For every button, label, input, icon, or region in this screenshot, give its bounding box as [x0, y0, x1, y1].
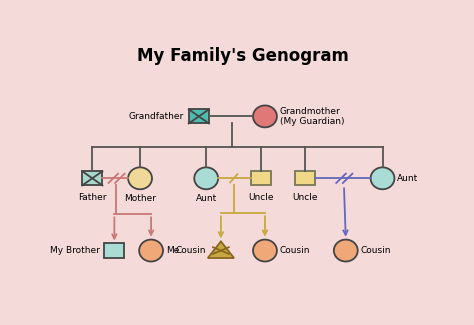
Text: Grandfather: Grandfather — [129, 112, 184, 121]
Ellipse shape — [194, 167, 218, 189]
Text: Cousin: Cousin — [280, 246, 310, 255]
Ellipse shape — [334, 240, 358, 262]
Bar — [189, 109, 209, 124]
Ellipse shape — [253, 105, 277, 127]
Bar — [251, 171, 272, 185]
Text: Uncle: Uncle — [248, 192, 274, 202]
Polygon shape — [208, 241, 234, 258]
Text: Cousin: Cousin — [176, 246, 206, 255]
Text: Uncle: Uncle — [292, 192, 318, 202]
Text: My Brother: My Brother — [50, 246, 100, 255]
Ellipse shape — [139, 240, 163, 262]
Text: Me: Me — [166, 246, 179, 255]
Text: Aunt: Aunt — [196, 194, 217, 203]
Bar — [104, 243, 125, 258]
Text: My Family's Genogram: My Family's Genogram — [137, 46, 349, 64]
Text: Mother: Mother — [124, 194, 156, 203]
Ellipse shape — [128, 167, 152, 189]
Text: Father: Father — [78, 192, 107, 202]
Text: Aunt: Aunt — [397, 174, 419, 183]
Text: Cousin: Cousin — [360, 246, 391, 255]
Ellipse shape — [371, 167, 394, 189]
Text: Grandmother
(My Guardian): Grandmother (My Guardian) — [280, 107, 344, 126]
Bar — [82, 171, 102, 185]
Bar — [295, 171, 316, 185]
Ellipse shape — [253, 240, 277, 262]
